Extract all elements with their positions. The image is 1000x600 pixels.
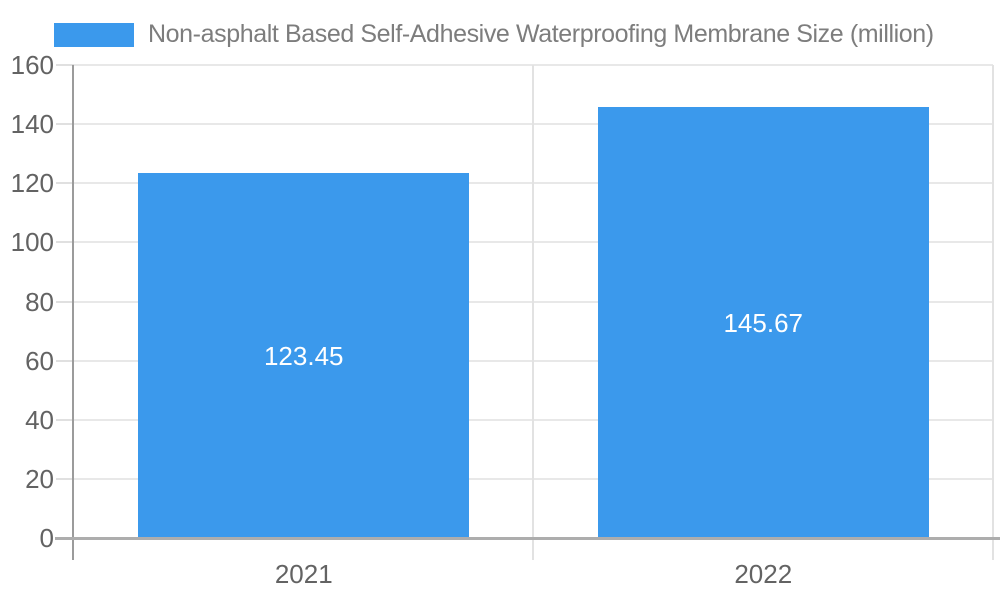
x-axis-line bbox=[55, 537, 1000, 540]
y-axis-label: 140 bbox=[10, 109, 54, 140]
y-axis-label: 160 bbox=[10, 50, 54, 80]
x-axis-label: 2022 bbox=[734, 559, 793, 589]
y-tick bbox=[56, 300, 74, 303]
y-axis-label: 20 bbox=[25, 463, 54, 494]
y-axis-label: 40 bbox=[25, 404, 54, 435]
bar-2022[interactable] bbox=[597, 107, 929, 538]
legend[interactable]: Non-asphalt Based Self-Adhesive Waterpro… bbox=[54, 20, 934, 49]
y-axis-label: 100 bbox=[10, 227, 54, 258]
x-gridline bbox=[991, 65, 994, 560]
bar-2021[interactable] bbox=[138, 173, 470, 538]
y-axis-line bbox=[72, 65, 74, 560]
y-tick bbox=[56, 241, 74, 244]
bar-value-label: 145.67 bbox=[723, 307, 803, 338]
y-axis-label: 0 bbox=[39, 523, 54, 553]
y-axis-label: 60 bbox=[25, 345, 54, 376]
y-tick bbox=[56, 359, 74, 362]
y-tick bbox=[56, 123, 74, 126]
legend-swatch bbox=[54, 22, 134, 47]
y-tick bbox=[56, 64, 74, 66]
y-tick bbox=[56, 418, 74, 421]
x-axis-label: 2021 bbox=[274, 559, 333, 589]
y-axis-label: 120 bbox=[10, 168, 54, 199]
legend-label: Non-asphalt Based Self-Adhesive Waterpro… bbox=[148, 20, 934, 48]
y-tick bbox=[56, 182, 74, 185]
y-tick bbox=[56, 477, 74, 480]
x-gridline bbox=[532, 65, 534, 560]
y-axis-label: 80 bbox=[25, 286, 54, 317]
bar-value-label: 123.45 bbox=[263, 340, 344, 371]
